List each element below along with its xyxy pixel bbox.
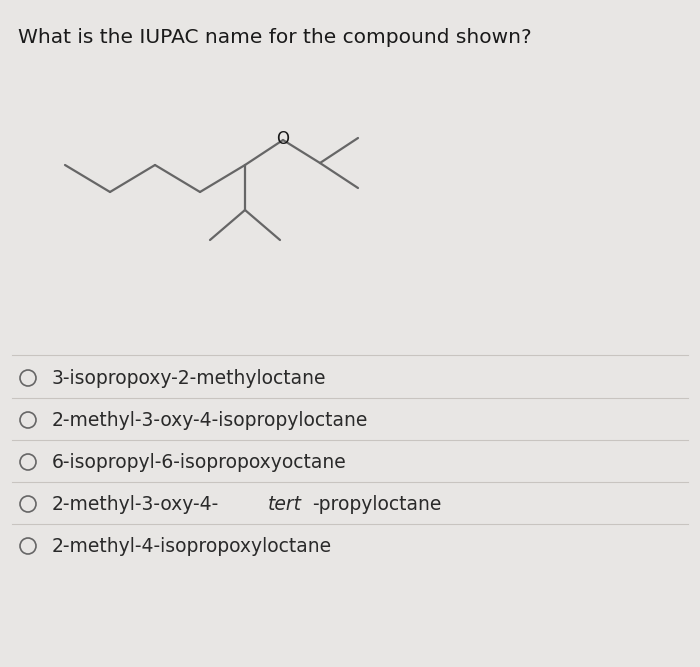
Text: 6-isopropyl-6-isopropoxyoctane: 6-isopropyl-6-isopropoxyoctane bbox=[52, 452, 346, 472]
Text: -propyloctane: -propyloctane bbox=[312, 494, 441, 514]
Text: 2-methyl-4-isopropoxyloctane: 2-methyl-4-isopropoxyloctane bbox=[52, 536, 332, 556]
Text: O: O bbox=[276, 130, 290, 148]
Text: 2-methyl-3-oxy-4-: 2-methyl-3-oxy-4- bbox=[52, 494, 219, 514]
Text: tert: tert bbox=[268, 494, 302, 514]
Text: 2-methyl-3-oxy-4-isopropyloctane: 2-methyl-3-oxy-4-isopropyloctane bbox=[52, 410, 368, 430]
Text: What is the IUPAC name for the compound shown?: What is the IUPAC name for the compound … bbox=[18, 28, 531, 47]
Text: 3-isopropoxy-2-methyloctane: 3-isopropoxy-2-methyloctane bbox=[52, 368, 326, 388]
